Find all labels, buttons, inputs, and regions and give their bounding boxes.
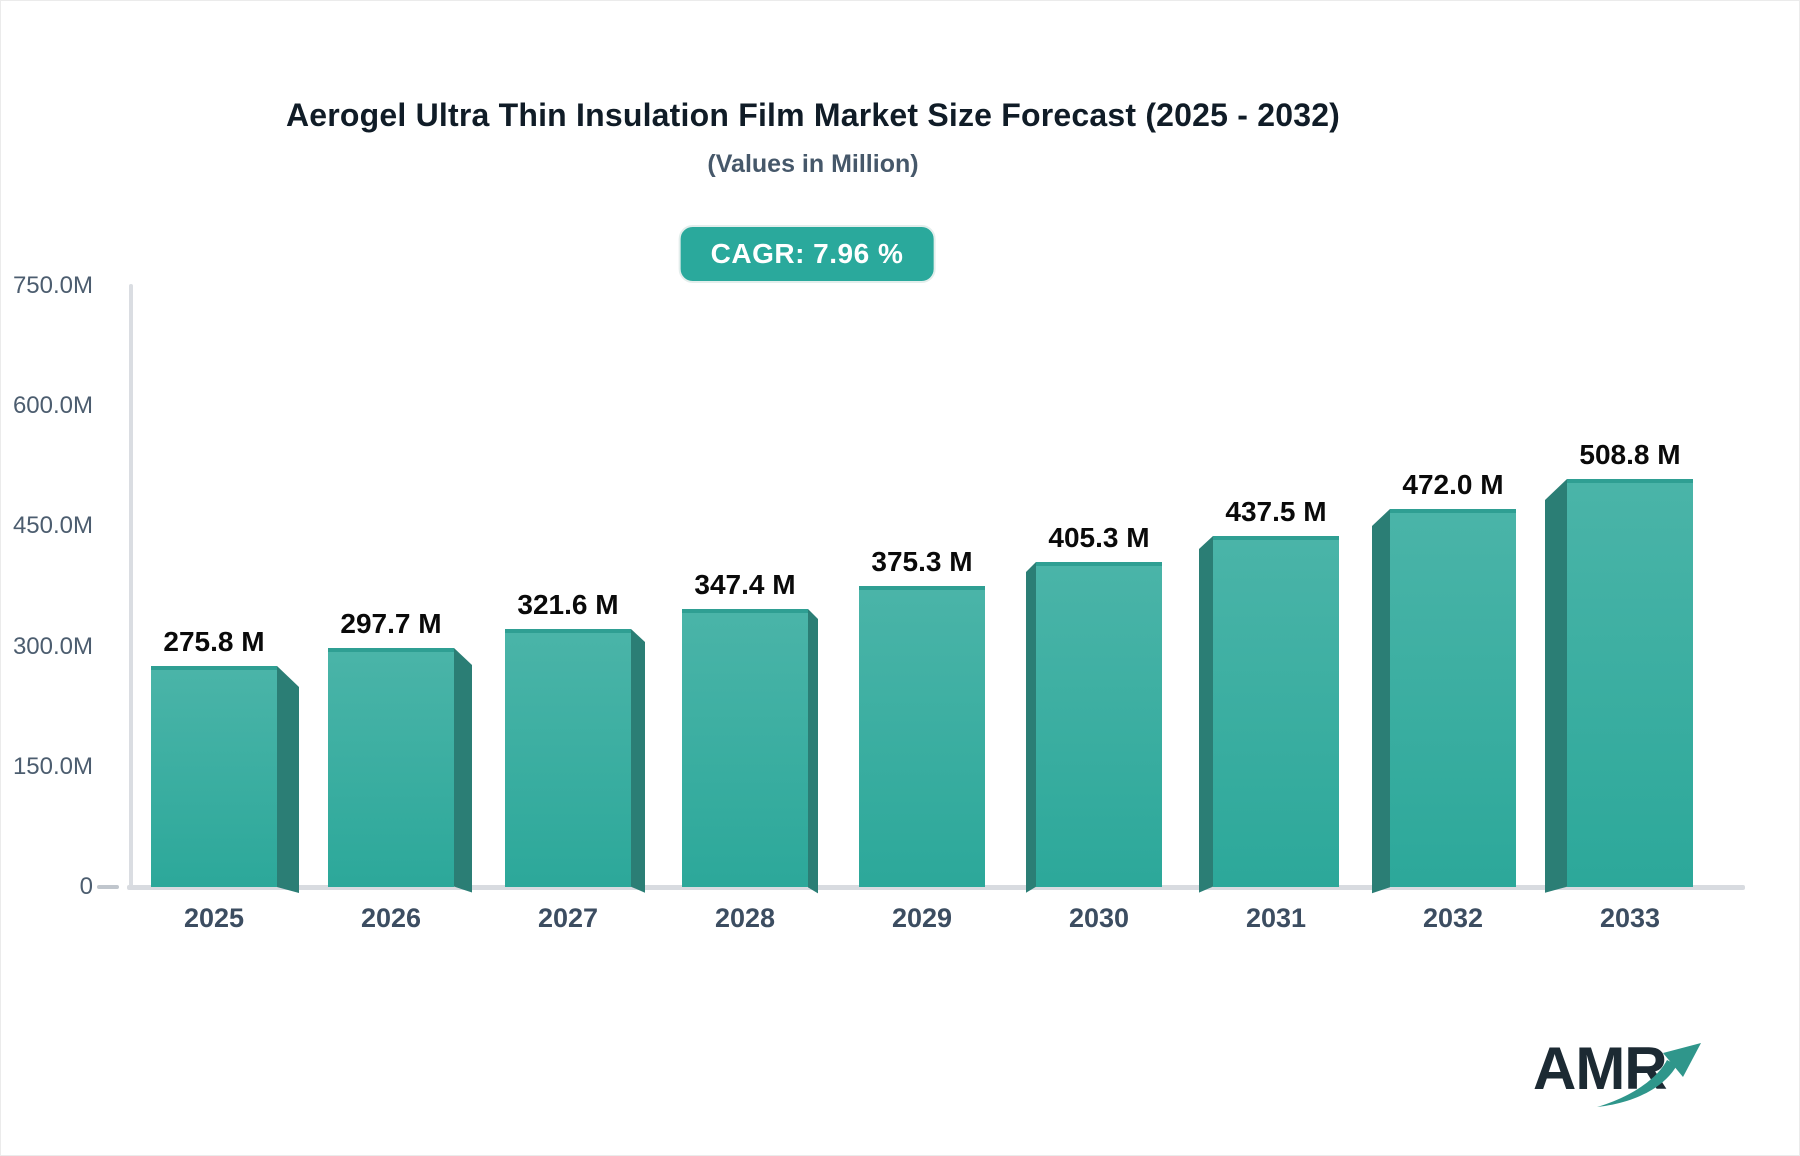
chart-subtitle: (Values in Million) [707, 150, 919, 178]
x-axis-label-2030: 2030 [1068, 903, 1130, 933]
bar-side-panel-2031 [1199, 536, 1213, 893]
bar-2026 [328, 648, 454, 887]
x-axis-label-2033: 2033 [1599, 903, 1661, 933]
y-tick-label-750.0M: 750.0M [12, 272, 93, 299]
cagr-badge: CAGR: 7.96 % [678, 225, 936, 283]
x-axis-label-2025: 2025 [183, 903, 245, 933]
bar-2030 [1036, 562, 1162, 887]
bar-side-panel-2027 [631, 629, 645, 893]
bar-value-label-2030: 405.3 M [1048, 522, 1150, 554]
x-axis-label-2027: 2027 [537, 903, 599, 933]
x-axis-baseline [127, 885, 1745, 890]
bar-side-panel-2028 [808, 608, 818, 893]
bar-2029 [859, 586, 985, 887]
bar-value-label-2025: 275.8 M [163, 625, 265, 657]
y-tick-label-150.0M: 150.0M [12, 752, 93, 780]
bar-2032 [1390, 508, 1516, 887]
x-axis-label-2026: 2026 [360, 903, 422, 933]
x-axis-label-2028: 2028 [714, 903, 776, 933]
x-axis-label-2029: 2029 [891, 903, 953, 933]
bar-2033 [1567, 479, 1693, 887]
bar-value-label-2026: 297.7 M [340, 608, 442, 640]
bar-value-label-2031: 437.5 M [1225, 496, 1327, 528]
y-tick-label-300.0M: 300.0M [12, 632, 93, 660]
y-tick-label-600.0M: 600.0M [12, 392, 93, 420]
y-tick-label-450.0M: 450.0M [12, 512, 93, 540]
bar-value-label-2029: 375.3 M [871, 546, 973, 578]
y-axis-line [129, 284, 133, 889]
bar-2031 [1213, 536, 1339, 887]
bar-side-panel-2026 [454, 648, 472, 893]
bar-value-label-2028: 347.4 M [694, 568, 796, 600]
chart-title: Aerogel Ultra Thin Insulation Film Marke… [285, 97, 1341, 133]
bar-side-panel-2030 [1026, 562, 1036, 893]
bar-value-label-2033: 508.8 M [1579, 439, 1681, 471]
bar-side-panel-2032 [1372, 508, 1390, 893]
bar-side-panel-2033 [1545, 479, 1567, 893]
amr-logo: AMR [1533, 1039, 1743, 1129]
bar-side-panel-2025 [277, 665, 299, 893]
y-tick-label-0: 0 [79, 873, 93, 900]
bar-value-label-2032: 472.0 M [1402, 468, 1504, 500]
cagr-badge-label: CAGR: 7.96 % [710, 238, 904, 269]
bar-2028 [682, 608, 808, 887]
x-axis-label-2031: 2031 [1245, 903, 1307, 933]
zero-tick-mark [97, 885, 119, 889]
bar-2025 [151, 665, 277, 887]
bar-value-label-2027: 321.6 M [517, 589, 619, 621]
bar-2027 [505, 629, 631, 887]
x-axis-label-2032: 2032 [1422, 903, 1484, 933]
amr-logo-arrow-icon [1597, 1043, 1701, 1107]
